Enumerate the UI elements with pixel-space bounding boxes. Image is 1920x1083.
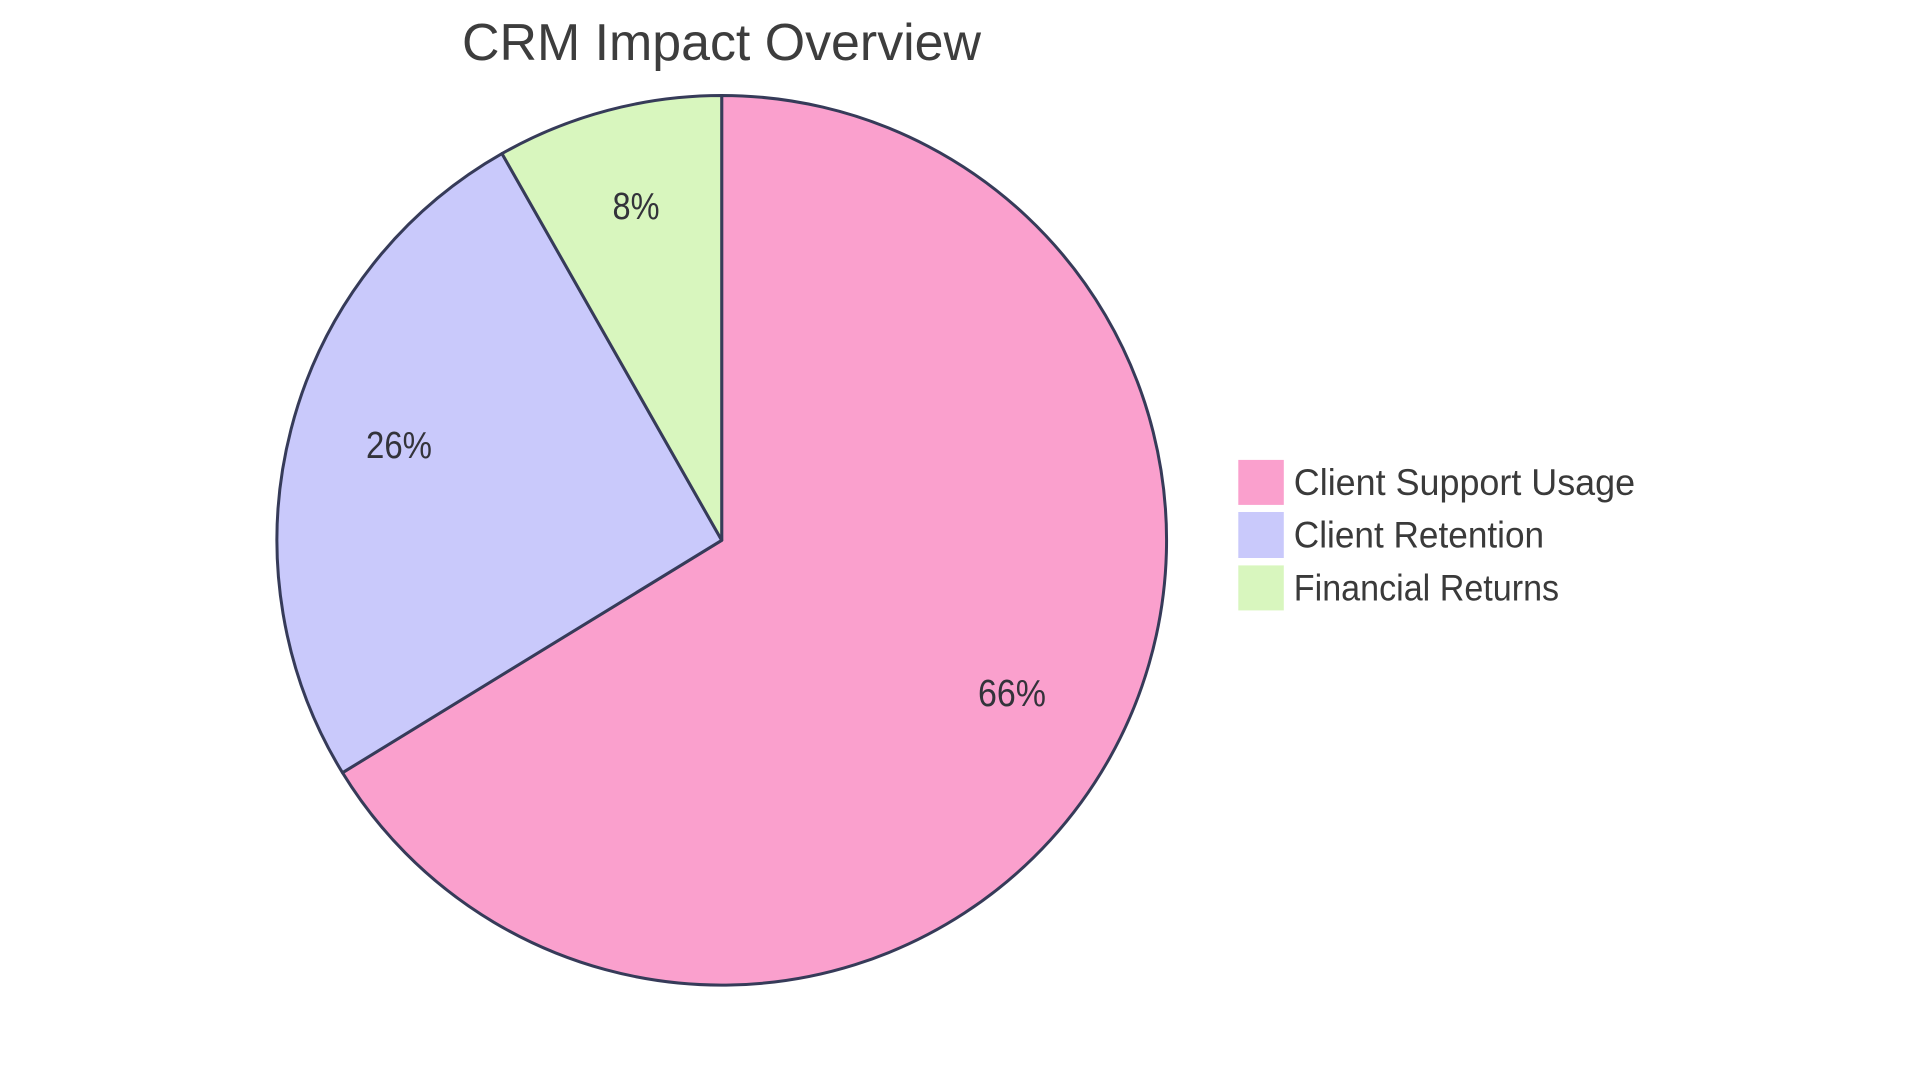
svg-text:Financial Returns: Financial Returns [1294, 568, 1559, 609]
svg-text:Client Support Usage: Client Support Usage [1294, 462, 1635, 503]
svg-text:66%: 66% [978, 673, 1046, 715]
svg-text:8%: 8% [613, 186, 660, 228]
svg-text:CRM Impact Overview: CRM Impact Overview [462, 14, 981, 72]
svg-text:Client Retention: Client Retention [1294, 515, 1544, 556]
svg-text:26%: 26% [366, 425, 432, 467]
